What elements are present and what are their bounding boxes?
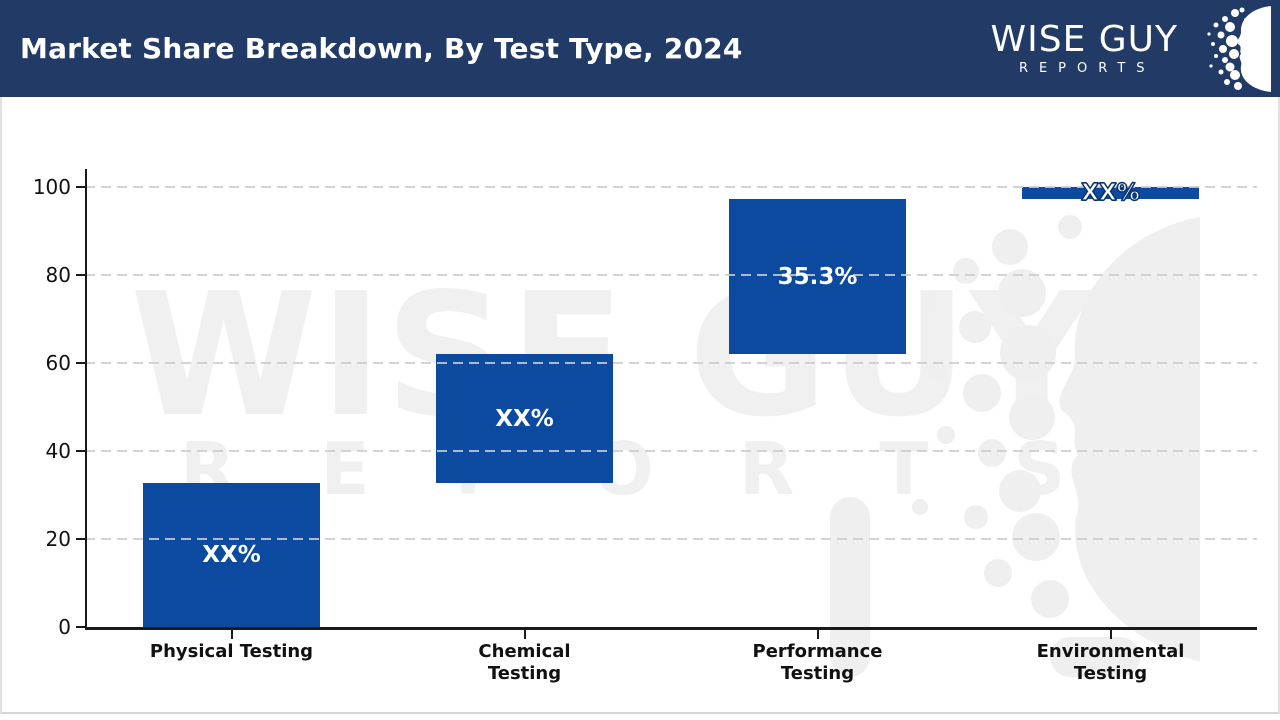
logo-subtitle: REPORTS <box>1018 60 1156 76</box>
wise-guy-logo: WISE GUY REPORTS <box>991 4 1273 94</box>
y-tick-mark <box>76 450 85 452</box>
y-tick-label: 60 <box>45 351 71 375</box>
bar-value-label: XX% <box>202 542 261 569</box>
y-tick-label: 20 <box>45 527 71 551</box>
gridline-20 <box>85 538 1257 540</box>
y-tick-label: 100 <box>32 175 71 199</box>
x-tick-mark <box>816 630 819 639</box>
x-category-label: Chemical Testing <box>478 641 571 684</box>
y-tick-label: 80 <box>45 263 71 287</box>
watermark-dotted-face <box>830 215 1200 677</box>
y-tick-mark <box>76 626 85 628</box>
x-tick-mark <box>523 630 526 639</box>
x-tick-mark <box>230 630 233 639</box>
y-tick-mark <box>76 186 85 188</box>
gridline-40 <box>85 450 1257 452</box>
bar-value-label: XX% <box>495 405 554 432</box>
x-category-label: Environmental Testing <box>1036 641 1185 684</box>
bar-value-label: XX% <box>1081 179 1141 206</box>
logo-text: WISE GUY REPORTS <box>990 18 1179 76</box>
y-tick-label: 0 <box>58 615 71 639</box>
bar-value-label: 35.3% <box>777 263 858 290</box>
gridline-60 <box>85 362 1257 364</box>
gridline-100 <box>85 186 1257 188</box>
chart-title: Market Share Breakdown, By Test Type, 20… <box>20 32 743 65</box>
gridline-80 <box>85 274 1257 276</box>
y-axis-line <box>85 169 87 629</box>
bar-performance-testing <box>729 198 906 355</box>
x-category-label: Performance Testing <box>752 641 883 684</box>
bar-chemical-testing <box>436 354 613 484</box>
y-tick-mark <box>76 538 85 540</box>
watermark-subtitle: R E P O R T S <box>180 427 1096 511</box>
x-axis-line <box>85 627 1257 630</box>
x-category-label: Physical Testing <box>149 641 314 662</box>
y-tick-mark <box>76 274 85 276</box>
header-bar: Market Share Breakdown, By Test Type, 20… <box>0 0 1280 97</box>
dotted-face-icon <box>1207 5 1271 92</box>
y-tick-mark <box>76 362 85 364</box>
bar-environmental-testing <box>1022 187 1199 199</box>
x-tick-mark <box>1109 630 1112 639</box>
bar-physical-testing <box>143 483 320 627</box>
y-tick-label: 40 <box>45 439 71 463</box>
logo-wordmark: WISE GUY <box>990 18 1178 60</box>
chart-area: WISE GUY R E P O R T S 0 20 40 60 80 100 XX% X… <box>0 97 1280 714</box>
